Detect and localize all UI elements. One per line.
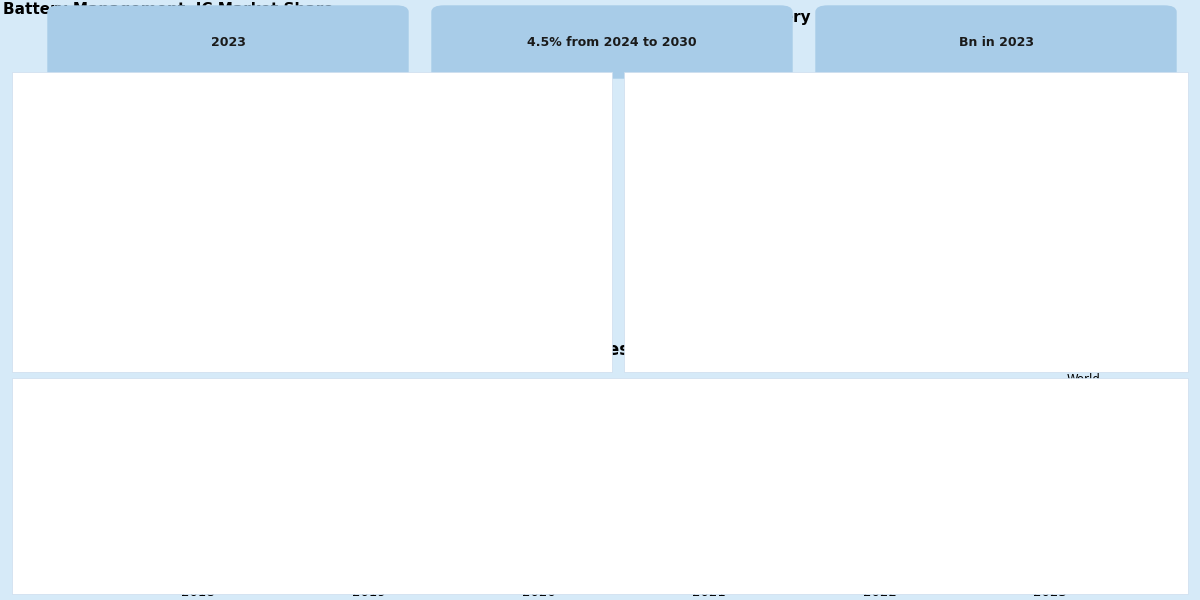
Text: 4.5% from 2024 to 2030: 4.5% from 2024 to 2030 [527, 35, 697, 49]
Legend: Automotive, Consumer Electronics, Industrial and Retail, Building Control, Healt: Automotive, Consumer Electronics, Indust… [325, 161, 478, 283]
Bar [1061, 296, 1106, 348]
Bar [947, 271, 992, 348]
Text: Bn in 2023: Bn in 2023 [959, 35, 1033, 49]
Wedge shape [58, 112, 168, 269]
Wedge shape [168, 157, 278, 242]
Title: Unit Sales of Electric Vehicles from 2018 to 2023, (Million): Unit Sales of Electric Vehicles from 201… [350, 341, 898, 359]
Bar [1050, 535, 1100, 576]
Wedge shape [168, 222, 276, 329]
Bar [318, 550, 368, 576]
Title: Battery Management  IC Market Share
By Application, 2023 (in %): Battery Management IC Market Share By Ap… [2, 2, 334, 34]
Bar [880, 535, 930, 576]
Bar [828, 454, 880, 576]
Bar [487, 539, 539, 576]
Text: 2023: 2023 [210, 35, 246, 49]
Wedge shape [168, 112, 209, 222]
Bar [718, 154, 763, 348]
Bar [539, 571, 590, 576]
Wedge shape [168, 119, 257, 222]
Bar [998, 419, 1050, 576]
Bar [709, 559, 761, 576]
Title: Battery Management IC Market Share,
by Region(%): Battery Management IC Market Share, by R… [746, 10, 1078, 43]
Bar [832, 241, 877, 348]
Bar [148, 565, 198, 576]
Wedge shape [68, 222, 196, 332]
Bar [658, 500, 709, 576]
